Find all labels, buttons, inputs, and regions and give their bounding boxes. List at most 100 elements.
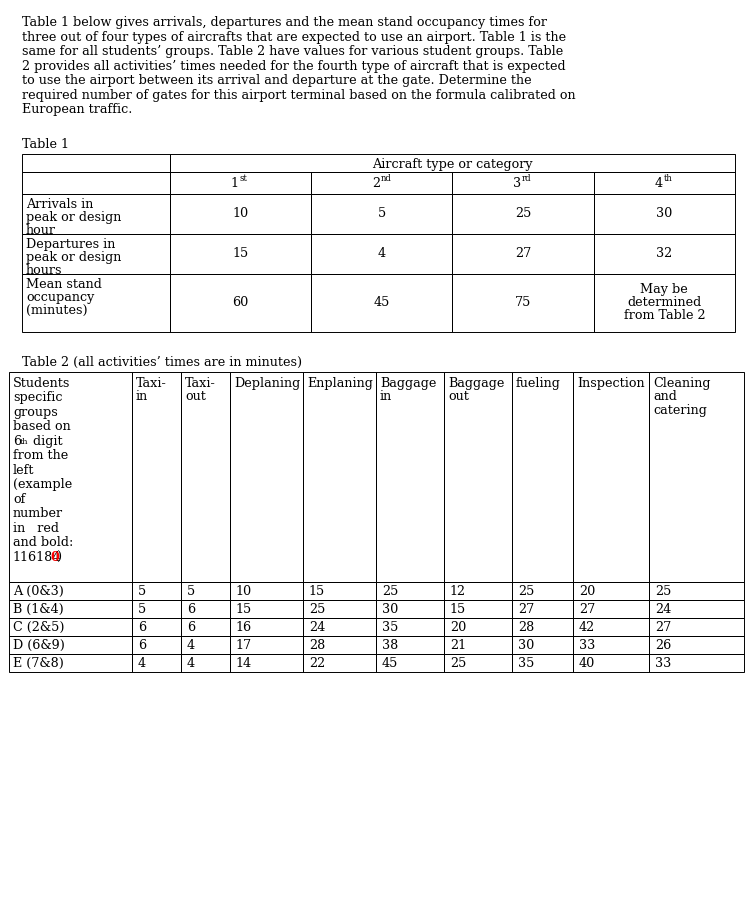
Bar <box>512 635 573 654</box>
Text: 30: 30 <box>382 603 398 615</box>
Bar <box>649 600 744 617</box>
Bar <box>376 582 444 600</box>
Text: Students: Students <box>13 376 70 390</box>
Text: 27: 27 <box>515 247 532 260</box>
Text: 20: 20 <box>450 621 466 634</box>
Text: Baggage: Baggage <box>448 376 505 390</box>
Bar <box>230 582 303 600</box>
Text: Taxi-: Taxi- <box>185 376 216 390</box>
Bar <box>649 654 744 671</box>
Text: fueling: fueling <box>516 376 561 390</box>
Text: Taxi-: Taxi- <box>136 376 166 390</box>
Text: peak or design: peak or design <box>26 250 121 264</box>
Bar <box>303 654 376 671</box>
Text: 30: 30 <box>518 638 534 652</box>
Text: (minutes): (minutes) <box>26 303 87 317</box>
Text: 2 provides all activities’ times needed for the fourth type of aircraft that is : 2 provides all activities’ times needed … <box>22 59 566 72</box>
Bar <box>512 617 573 635</box>
Text: 10: 10 <box>233 207 248 220</box>
Bar <box>230 654 303 671</box>
Bar <box>444 582 512 600</box>
Text: C (2&5): C (2&5) <box>13 621 65 634</box>
Bar <box>170 194 311 234</box>
Text: 1: 1 <box>230 176 239 190</box>
Text: 5: 5 <box>138 603 146 615</box>
Bar <box>170 172 311 194</box>
Text: out: out <box>185 390 206 403</box>
Text: specific: specific <box>13 391 62 404</box>
Bar <box>22 153 170 172</box>
Text: based on: based on <box>13 420 71 433</box>
Text: A (0&3): A (0&3) <box>13 584 64 597</box>
Text: 6: 6 <box>187 603 195 615</box>
Text: out: out <box>448 390 469 403</box>
Text: 21: 21 <box>450 638 466 652</box>
Text: number: number <box>13 507 63 520</box>
Text: 4: 4 <box>187 638 195 652</box>
Text: 10: 10 <box>236 584 252 597</box>
Bar <box>444 617 512 635</box>
Text: 22: 22 <box>309 656 325 669</box>
Text: 5: 5 <box>378 207 386 220</box>
Bar <box>181 372 230 582</box>
Bar <box>376 635 444 654</box>
Bar <box>453 172 594 194</box>
Text: 27: 27 <box>655 621 671 634</box>
Bar <box>453 194 594 234</box>
Text: from the: from the <box>13 449 69 462</box>
Text: Departures in: Departures in <box>26 237 115 250</box>
Text: 2: 2 <box>372 176 380 190</box>
Text: Table 1: Table 1 <box>22 138 69 151</box>
Text: 25: 25 <box>382 584 398 597</box>
Text: 5: 5 <box>187 584 195 597</box>
Bar <box>230 600 303 617</box>
Bar <box>573 372 649 582</box>
Text: occupancy: occupancy <box>26 290 94 303</box>
Text: D (6&9): D (6&9) <box>13 638 65 652</box>
Bar <box>453 234 594 274</box>
Text: and: and <box>653 390 677 403</box>
Bar <box>453 274 594 331</box>
Text: to use the airport between its arrival and departure at the gate. Determine the: to use the airport between its arrival a… <box>22 74 532 87</box>
Text: 25: 25 <box>515 207 532 220</box>
Bar <box>573 635 649 654</box>
Bar <box>594 194 735 234</box>
Bar <box>311 172 453 194</box>
Text: 3: 3 <box>513 176 521 190</box>
Bar <box>170 234 311 274</box>
Text: th: th <box>20 437 28 446</box>
Text: rd: rd <box>522 173 532 183</box>
Bar <box>9 372 132 582</box>
Text: Deplaning: Deplaning <box>234 376 300 390</box>
Bar <box>303 582 376 600</box>
Text: 4: 4 <box>378 247 386 260</box>
Text: 45: 45 <box>382 656 398 669</box>
Text: hour: hour <box>26 224 56 236</box>
Text: 27: 27 <box>518 603 534 615</box>
Text: same for all students’ groups. Table 2 have values for various student groups. T: same for all students’ groups. Table 2 h… <box>22 45 563 58</box>
Text: 5: 5 <box>138 584 146 597</box>
Bar <box>649 635 744 654</box>
Text: catering: catering <box>653 404 707 416</box>
Text: 12: 12 <box>450 584 466 597</box>
Text: 4: 4 <box>187 656 195 669</box>
Bar <box>512 582 573 600</box>
Text: 6: 6 <box>13 435 21 447</box>
Bar <box>594 274 735 331</box>
Bar <box>376 654 444 671</box>
Bar <box>170 153 735 172</box>
Text: 25: 25 <box>655 584 672 597</box>
Text: 28: 28 <box>309 638 325 652</box>
Bar <box>512 654 573 671</box>
Text: European traffic.: European traffic. <box>22 103 133 116</box>
Bar <box>376 617 444 635</box>
Text: and bold:: and bold: <box>13 536 73 549</box>
Text: three out of four types of aircrafts that are expected to use an airport. Table : three out of four types of aircrafts tha… <box>22 30 566 44</box>
Bar <box>230 617 303 635</box>
Text: May be: May be <box>641 283 688 296</box>
Text: 42: 42 <box>579 621 596 634</box>
Bar <box>444 600 512 617</box>
Text: 17: 17 <box>236 638 252 652</box>
Text: in: in <box>380 390 392 403</box>
Text: 14: 14 <box>236 656 252 669</box>
